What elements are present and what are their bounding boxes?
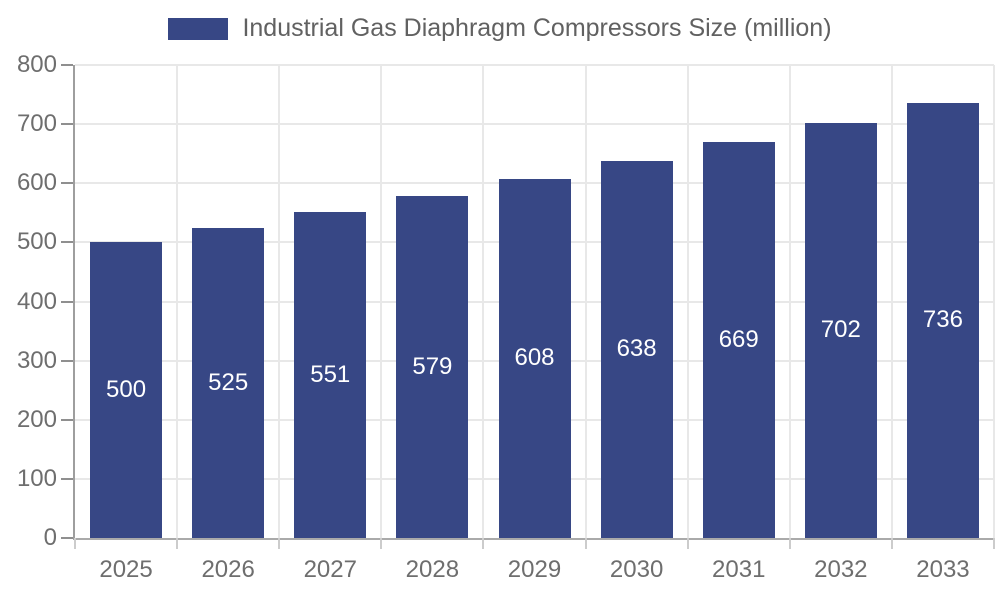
x-tick-mark [788,538,791,549]
y-tick-mark [61,418,73,421]
y-axis-tick-label: 100 [16,464,57,492]
h-gridline [75,123,994,126]
x-tick-mark [482,538,485,549]
plot-area: 0 100 200 300 400 500 600 700 800 500 2025 525 2026 5… [17,53,995,582]
y-axis-tick-label: 300 [16,346,57,374]
v-gridline [482,65,485,538]
v-gridline [686,65,689,538]
x-tick-mark [380,538,383,549]
v-gridline [890,65,893,538]
v-gridline [584,65,587,538]
bar: 702 [804,122,877,538]
x-tick-mark [993,538,995,549]
bar-value-label: 669 [718,326,759,354]
y-axis-tick-label: 0 [43,524,57,551]
x-tick-mark [584,538,587,549]
y-axis-tick-label: 500 [16,228,57,256]
x-axis-tick-label: 2031 [712,556,766,583]
x-axis-tick-label: 2030 [609,556,664,583]
bar-value-label: 579 [412,352,453,380]
v-gridline [278,65,281,538]
y-axis-tick-label: 600 [16,169,57,197]
v-gridline [176,65,179,538]
x-axis-tick-label: 2029 [507,556,562,583]
bar: 669 [702,142,775,538]
y-axis-tick-label: 200 [16,405,57,433]
legend-swatch [168,17,229,40]
bar: 551 [294,212,367,538]
bar: 500 [90,242,163,538]
y-tick-mark [61,300,73,303]
x-axis-tick-label: 2026 [201,556,255,583]
y-tick-mark [61,359,73,362]
bar-value-label: 551 [310,361,351,389]
v-gridline [788,65,791,538]
bar-value-label: 736 [922,306,963,334]
y-tick-mark [61,537,73,539]
bar-value-label: 525 [208,368,249,396]
y-axis-tick-label: 800 [16,51,57,78]
x-tick-mark [176,538,179,549]
y-axis-tick-label: 400 [16,287,57,315]
bar-value-label: 608 [514,344,555,372]
x-axis-tick-label: 2033 [916,556,970,583]
chart-legend: Industrial Gas Diaphragm Compressors Siz… [0,14,1000,43]
legend-label: Industrial Gas Diaphragm Compressors Siz… [242,14,832,42]
x-axis-tick-label: 2032 [814,556,868,583]
bar: 736 [906,102,979,538]
v-gridline [993,65,995,538]
bar: 608 [498,178,571,538]
bar-value-label: 500 [106,376,147,404]
bar: 638 [600,160,673,538]
x-tick-mark [278,538,281,549]
x-tick-mark [74,538,76,549]
x-axis-tick-label: 2028 [405,556,460,583]
x-axis-tick-label: 2025 [99,556,153,583]
h-gridline [75,64,994,66]
bar-value-label: 638 [616,335,657,363]
v-gridline [380,65,383,538]
y-tick-mark [61,182,73,185]
bar-value-label: 702 [820,316,861,344]
bar: 525 [192,227,265,538]
bar: 579 [396,195,469,538]
y-axis-tick-label: 700 [16,110,57,138]
y-tick-mark [61,123,73,126]
y-tick-mark [61,241,73,244]
y-tick-mark [61,477,73,480]
y-tick-mark [61,64,73,66]
x-tick-mark [686,538,689,549]
x-tick-mark [890,538,893,549]
x-axis-tick-label: 2027 [303,556,357,583]
